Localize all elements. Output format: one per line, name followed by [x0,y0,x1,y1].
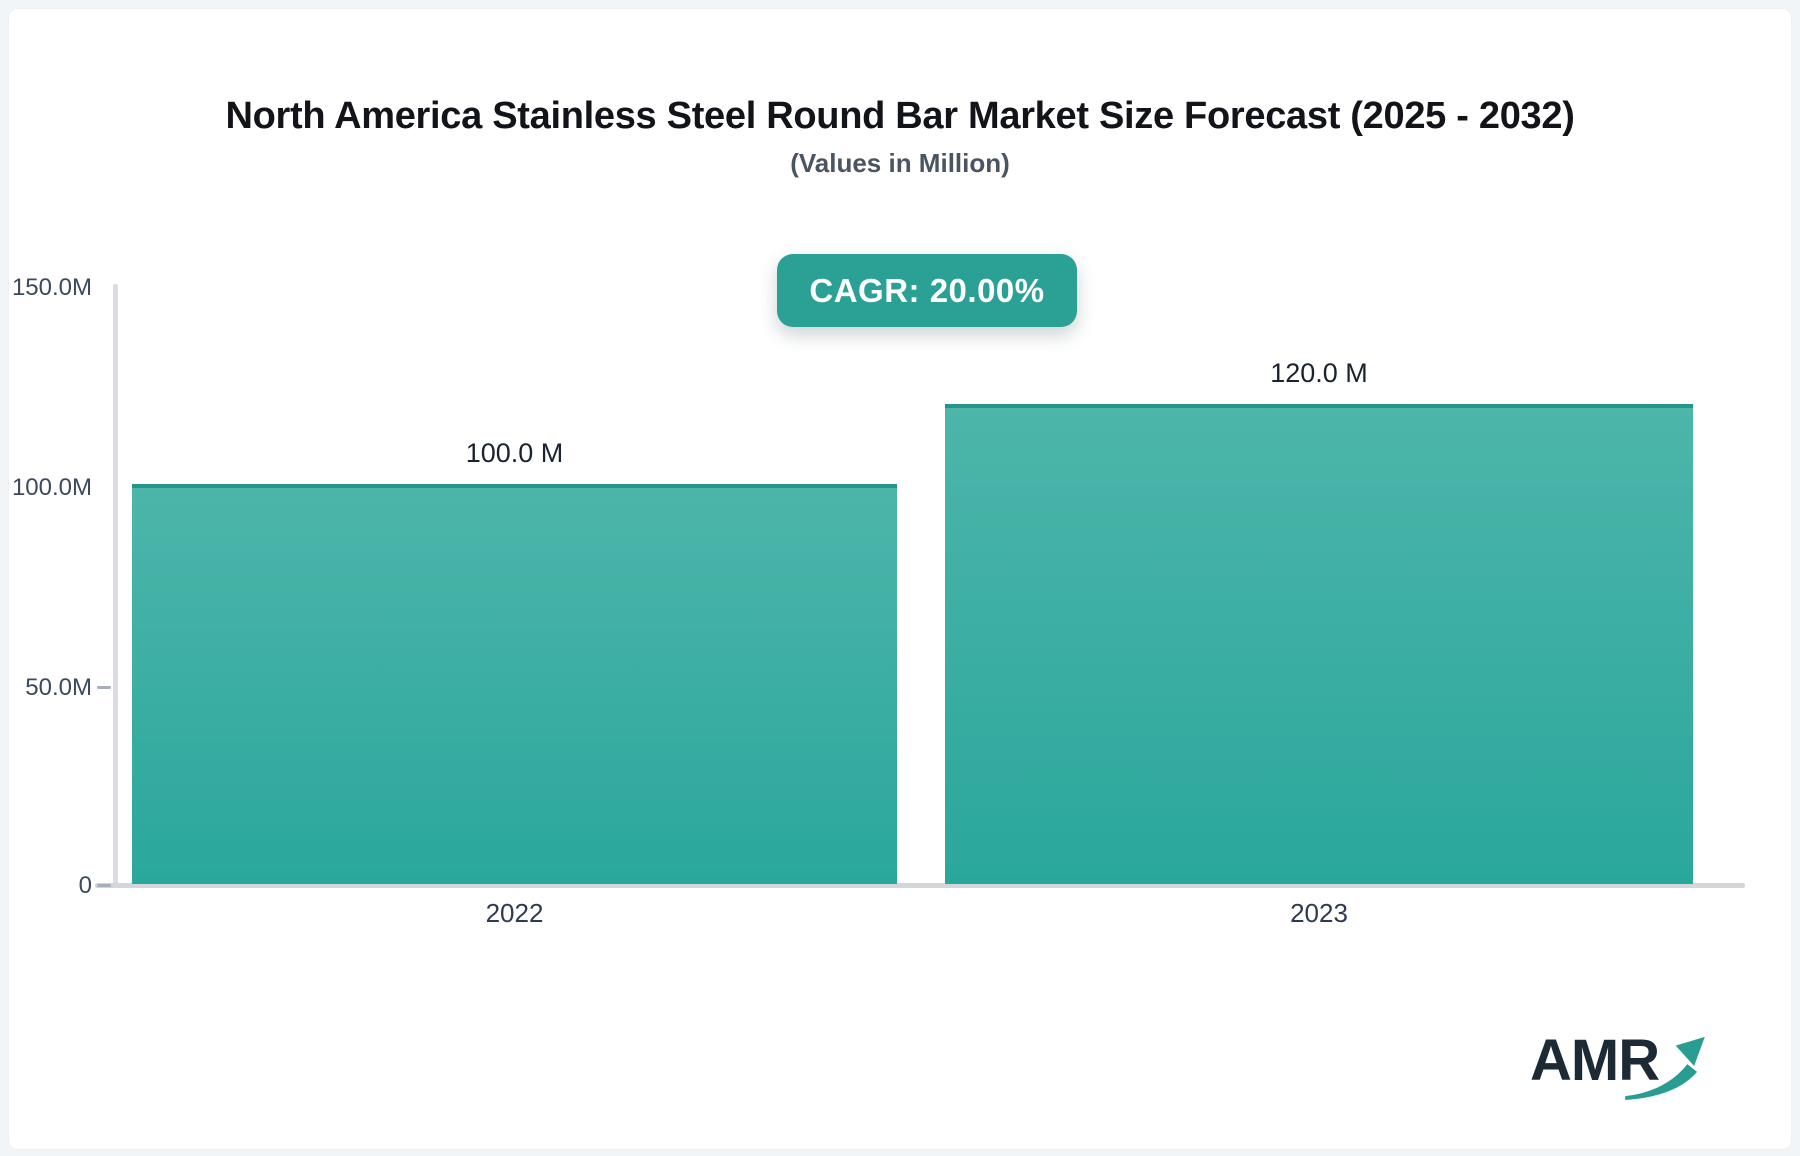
cagr-badge: CAGR: 20.00% [777,254,1077,327]
chart-title: North America Stainless Steel Round Bar … [225,95,1575,137]
amr-arrow-icon [1625,1036,1705,1100]
cagr-badge-label: CAGR: 20.00% [809,271,1045,309]
chart-subtitle: (Values in Million) [790,148,1010,178]
y-tick-mark-50 [97,686,111,689]
x-tick-label-2022: 2022 [485,898,544,928]
x-tick-label-2023: 2023 [1290,898,1348,928]
y-tick-label-50: 50.0M [25,674,92,701]
bar-2023 [945,404,1693,884]
y-tick-mark-0 [97,884,111,887]
bar-value-label-2023: 120.0 M [1270,358,1368,388]
amr-logo-text: AMR [1530,1028,1660,1093]
y-axis-line [113,284,118,887]
bar-value-label-2022: 100.0 M [465,438,564,468]
y-tick-label-100: 100.0M [11,474,92,501]
y-tick-label-0: 0 [78,872,92,899]
x-axis-line [95,883,1745,888]
bar-2022 [132,484,897,884]
amr-logo: AMR [1530,1030,1710,1105]
y-tick-label-150: 150.0M [11,274,92,301]
